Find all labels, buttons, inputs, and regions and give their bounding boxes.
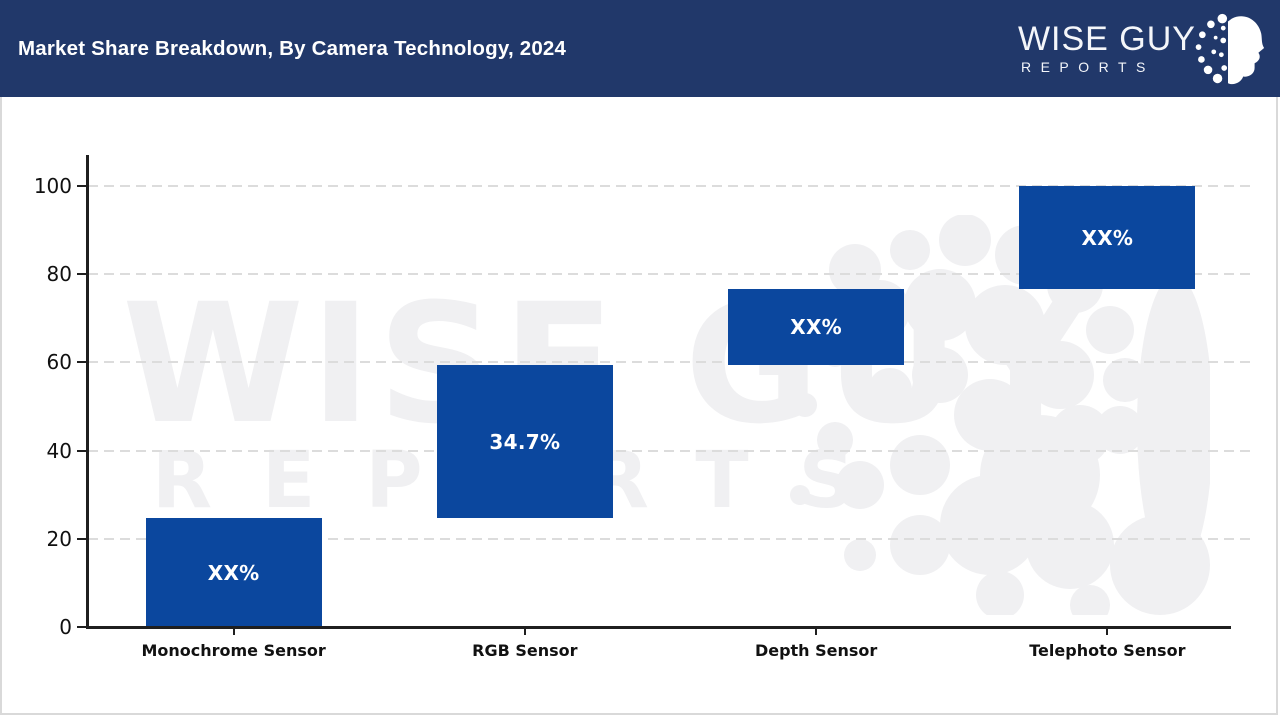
y-axis-labels: 0 20 40 60 80 100 [0, 155, 72, 639]
x-tick-mark [232, 629, 235, 635]
x-category-label: Monochrome Sensor [141, 641, 326, 660]
x-axis [86, 625, 1231, 629]
bar-rgb-sensor: 34.7% [436, 364, 613, 519]
x-tick-mark [815, 629, 818, 635]
x-category-label: Depth Sensor [754, 641, 878, 660]
y-tick-mark [77, 626, 86, 628]
bar-depth-sensor: XX% [728, 289, 905, 365]
y-tick-mark [77, 537, 86, 540]
logo-head-icon [1195, 13, 1265, 84]
y-tick-label: 60 [46, 350, 72, 375]
header-bar: Market Share Breakdown, By Camera Techno… [0, 0, 1280, 97]
y-tick-label: 0 [59, 615, 72, 639]
y-tick-mark [77, 449, 86, 452]
bar-value-label: 34.7% [489, 429, 561, 454]
y-tick-label: 20 [46, 526, 72, 551]
bar-monochrome-sensor: XX% [145, 518, 322, 627]
y-tick-mark [77, 273, 86, 276]
gridline [88, 273, 1253, 276]
logo-wordmark: WISE GUY [1017, 20, 1196, 58]
chart-title: Market Share Breakdown, By Camera Techno… [18, 36, 567, 60]
y-tick-label: 80 [46, 262, 72, 287]
wiseguy-logo: WISE GUY REPORTS [1018, 9, 1280, 89]
gridline [88, 449, 1253, 452]
logo-subtext: REPORTS [1020, 59, 1155, 75]
y-tick-mark [77, 361, 86, 364]
bar-value-label: XX% [207, 560, 260, 585]
gridline [88, 361, 1253, 364]
y-tick-label: 100 [33, 173, 72, 198]
bar-value-label: XX% [1081, 225, 1134, 250]
y-tick-mark [77, 184, 86, 187]
x-tick-mark [1106, 629, 1109, 635]
bar-telephoto-sensor: XX% [1019, 185, 1196, 290]
x-tick-mark [523, 629, 526, 635]
y-tick-label: 40 [46, 438, 72, 463]
x-category-label: RGB Sensor [472, 641, 578, 660]
y-axis [86, 155, 89, 629]
bar-value-label: XX% [790, 315, 843, 340]
plot-area: XX% Monochrome Sensor 34.7% RGB Sensor XX% De… [77, 155, 1253, 660]
x-category-label: Telephoto Sensor [1029, 641, 1186, 660]
gridline [88, 184, 1253, 187]
gridline [88, 537, 1253, 540]
